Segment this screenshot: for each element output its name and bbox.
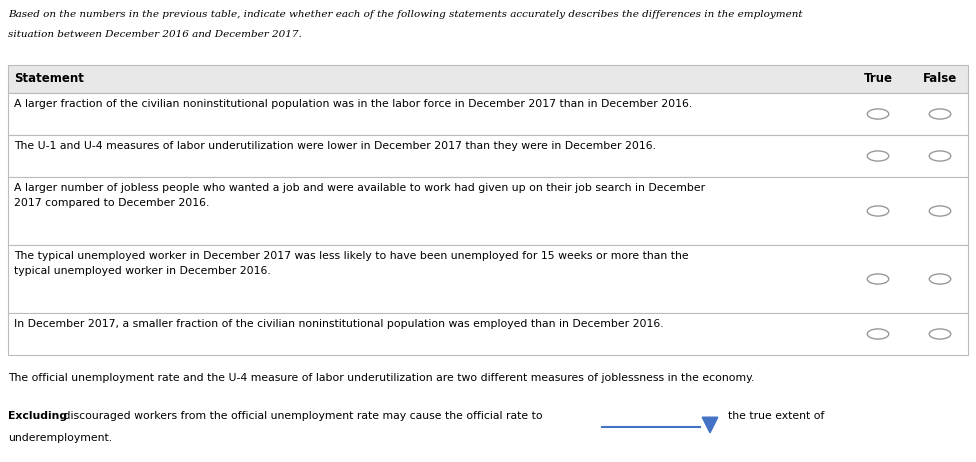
Circle shape: [929, 329, 951, 339]
Circle shape: [868, 206, 889, 216]
Circle shape: [929, 206, 951, 216]
Text: Based on the numbers in the previous table, indicate whether each of the followi: Based on the numbers in the previous tab…: [8, 10, 802, 19]
FancyBboxPatch shape: [8, 177, 968, 245]
Circle shape: [929, 274, 951, 284]
FancyBboxPatch shape: [8, 135, 968, 177]
Text: The official unemployment rate and the U-4 measure of labor underutilization are: The official unemployment rate and the U…: [8, 373, 754, 383]
FancyBboxPatch shape: [8, 245, 968, 313]
FancyBboxPatch shape: [8, 313, 968, 355]
Text: the true extent of: the true extent of: [728, 411, 825, 421]
FancyBboxPatch shape: [8, 93, 968, 135]
Text: The U-1 and U-4 measures of labor underutilization were lower in December 2017 t: The U-1 and U-4 measures of labor underu…: [14, 141, 656, 151]
Text: A larger fraction of the civilian noninstitutional population was in the labor f: A larger fraction of the civilian nonins…: [14, 99, 692, 109]
Text: situation between December 2016 and December 2017.: situation between December 2016 and Dece…: [8, 30, 302, 39]
Text: False: False: [923, 73, 957, 85]
Circle shape: [868, 329, 889, 339]
Circle shape: [929, 151, 951, 161]
Circle shape: [929, 109, 951, 119]
Polygon shape: [702, 417, 717, 433]
Text: Statement: Statement: [14, 73, 84, 85]
Circle shape: [868, 274, 889, 284]
Text: In December 2017, a smaller fraction of the civilian noninstitutional population: In December 2017, a smaller fraction of …: [14, 319, 664, 329]
Text: The typical unemployed worker in December 2017 was less likely to have been unem: The typical unemployed worker in Decembe…: [14, 251, 689, 276]
Circle shape: [868, 109, 889, 119]
Circle shape: [868, 151, 889, 161]
Text: A larger number of jobless people who wanted a job and were available to work ha: A larger number of jobless people who wa…: [14, 183, 705, 208]
Text: Excluding: Excluding: [8, 411, 67, 421]
Text: underemployment.: underemployment.: [8, 433, 112, 443]
FancyBboxPatch shape: [8, 65, 968, 93]
Text: discouraged workers from the official unemployment rate may cause the official r: discouraged workers from the official un…: [60, 411, 547, 421]
Text: True: True: [864, 73, 892, 85]
